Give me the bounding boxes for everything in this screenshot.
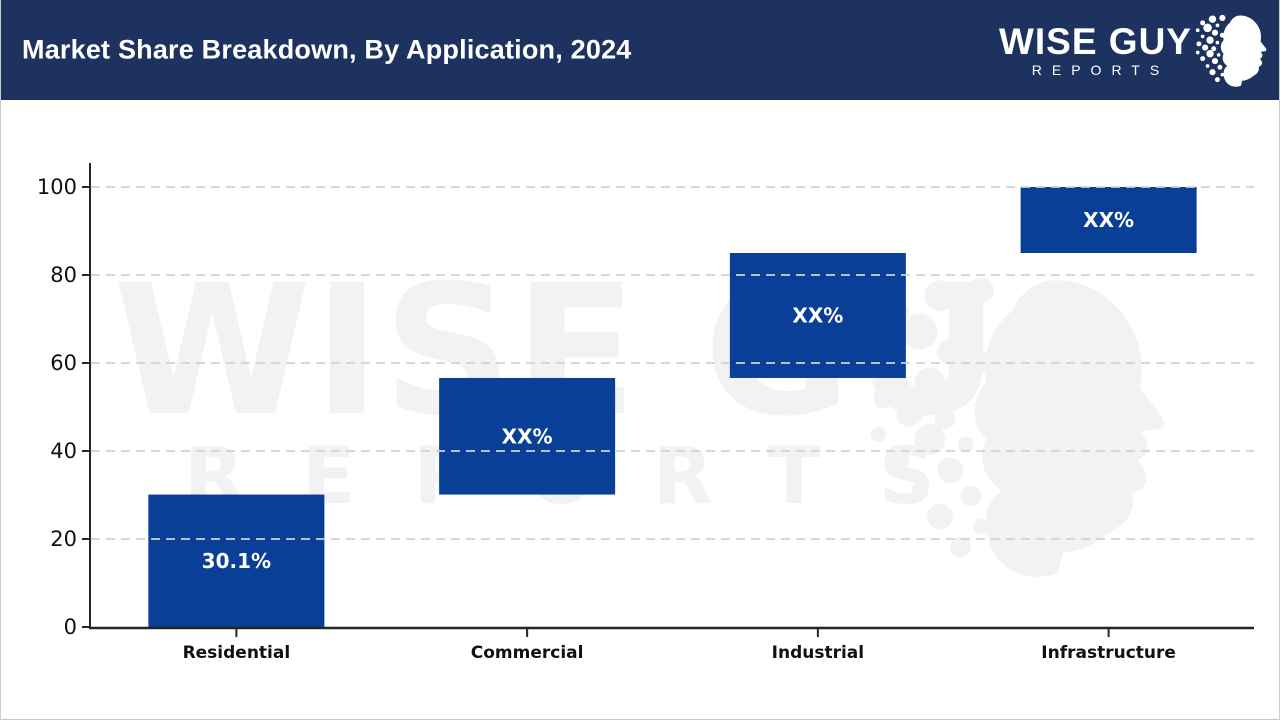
brand-head-icon xyxy=(1194,6,1268,94)
y-tick-label: 100 xyxy=(37,175,77,199)
brand-logo-line2: REPORTS xyxy=(1031,62,1170,78)
x-tick-label: Commercial xyxy=(471,643,584,663)
bar-value-label: XX% xyxy=(1083,208,1134,232)
y-tick-label: 20 xyxy=(50,527,77,551)
bar-value-label: XX% xyxy=(792,303,843,327)
bar-value-label: 30.1% xyxy=(202,549,271,573)
bar-value-label: XX% xyxy=(502,424,553,448)
bar-commercial xyxy=(439,377,616,495)
y-tick-label: 80 xyxy=(50,263,77,287)
y-tick-label: 40 xyxy=(50,439,77,463)
header-bar: Market Share Breakdown, By Application, … xyxy=(1,0,1279,100)
brand-logo-line1: WISE GUY xyxy=(998,21,1192,62)
y-tick-label: 0 xyxy=(64,615,77,639)
x-tick-label: Infrastructure xyxy=(1041,643,1176,663)
bar-infrastructure xyxy=(1020,187,1197,253)
brand-logo: WISE GUY REPORTS xyxy=(999,4,1268,96)
page-title: Market Share Breakdown, By Application, … xyxy=(22,34,632,65)
x-tick-label: Industrial xyxy=(772,643,864,663)
bar-residential xyxy=(148,494,325,627)
y-tick-label: 60 xyxy=(50,351,77,375)
x-tick-label: Residential xyxy=(183,643,291,663)
waterfall-chart: 30.1% XX% XX% XX% 0 20 40 60 80 100 Residential Com… xyxy=(37,163,1254,663)
brand-logo-text: WISE GUY REPORTS xyxy=(999,23,1192,77)
